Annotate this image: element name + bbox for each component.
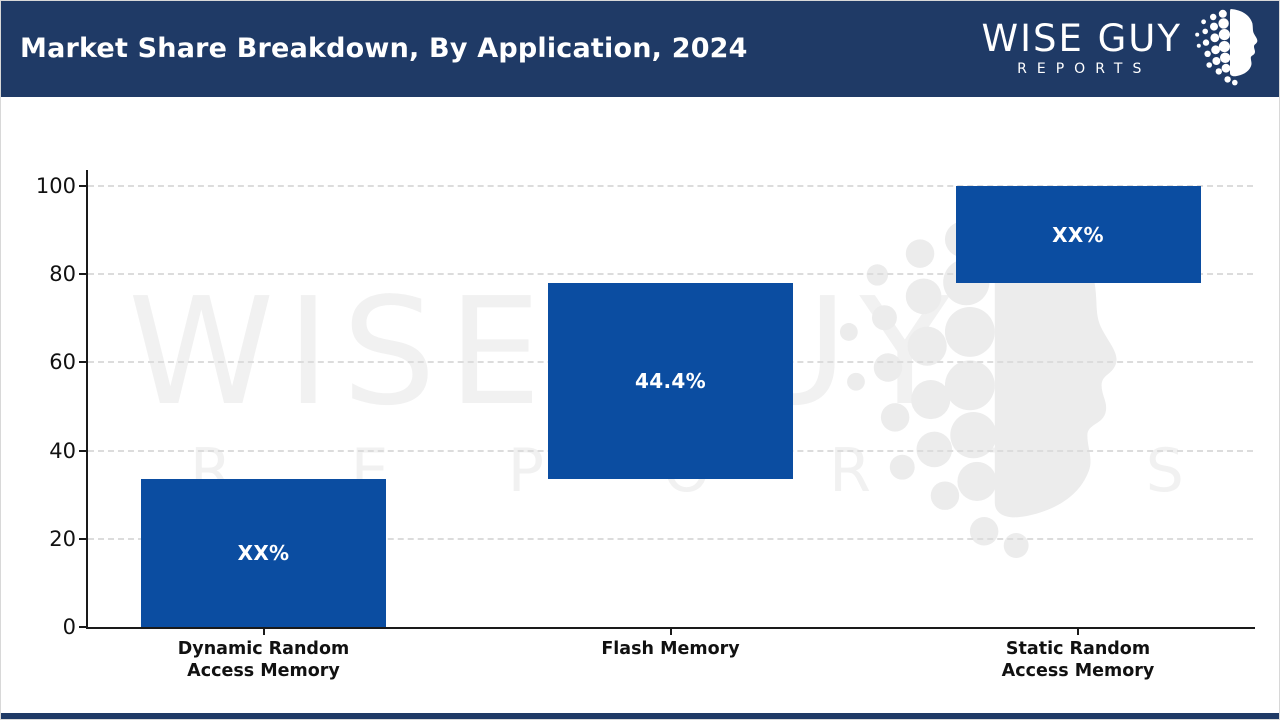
gridline-80 xyxy=(88,273,1253,276)
y-tick-mark xyxy=(79,626,86,628)
y-tick-mark xyxy=(79,537,86,540)
x-category-label: Static Random Access Memory xyxy=(918,639,1238,682)
logo-face-icon xyxy=(1186,6,1266,92)
bar-value-label: 44.4% xyxy=(635,369,706,394)
x-tick-mark xyxy=(669,629,672,635)
logo-wordmark: WISE GUY xyxy=(981,16,1182,60)
y-tick-label: 100 xyxy=(35,174,76,198)
logo-subtitle: REPORTS xyxy=(1017,61,1152,78)
y-axis-line xyxy=(86,170,88,629)
x-tick-mark xyxy=(262,629,265,635)
y-tick-label: 40 xyxy=(49,438,76,463)
bar-3: XX% xyxy=(955,186,1201,284)
gridline-100 xyxy=(88,185,1253,187)
x-category-label: Flash Memory xyxy=(511,639,831,661)
x-category-label: Dynamic Random Access Memory xyxy=(104,639,424,682)
y-tick-mark xyxy=(79,185,86,187)
x-category-label-line: Static Random xyxy=(1005,639,1151,659)
wise-guy-reports-logo: WISE GUY REPORTS xyxy=(982,6,1266,92)
bar-2: 44.4% xyxy=(548,283,793,480)
logo-text: WISE GUY REPORTS xyxy=(981,16,1182,78)
y-tick-label: 0 xyxy=(62,615,76,639)
chart-title: Market Share Breakdown, By Application, … xyxy=(20,33,748,64)
x-axis-line xyxy=(86,627,1255,629)
x-category-label-line: Dynamic Random xyxy=(177,639,350,659)
y-tick-mark xyxy=(79,449,86,452)
x-category-label-line: Access Memory xyxy=(187,660,340,681)
bar-value-label: XX% xyxy=(237,541,290,566)
bar-1: XX% xyxy=(141,479,386,627)
gridline-20 xyxy=(88,537,1253,540)
y-tick-label: 20 xyxy=(49,526,76,551)
bar-value-label: XX% xyxy=(1052,222,1104,247)
watermark-wordmark: WISE GUY xyxy=(128,266,962,438)
y-tick-label: 60 xyxy=(49,350,76,375)
header-bar: Market Share Breakdown, By Application, … xyxy=(0,0,1280,97)
y-tick-mark xyxy=(79,361,86,364)
footer-bar xyxy=(0,713,1280,720)
x-category-label-line: Flash Memory xyxy=(601,639,740,659)
y-tick-label: 80 xyxy=(49,262,76,287)
x-tick-mark xyxy=(1077,629,1079,635)
y-tick-mark xyxy=(79,273,86,276)
x-category-label-line: Access Memory xyxy=(1001,660,1155,681)
